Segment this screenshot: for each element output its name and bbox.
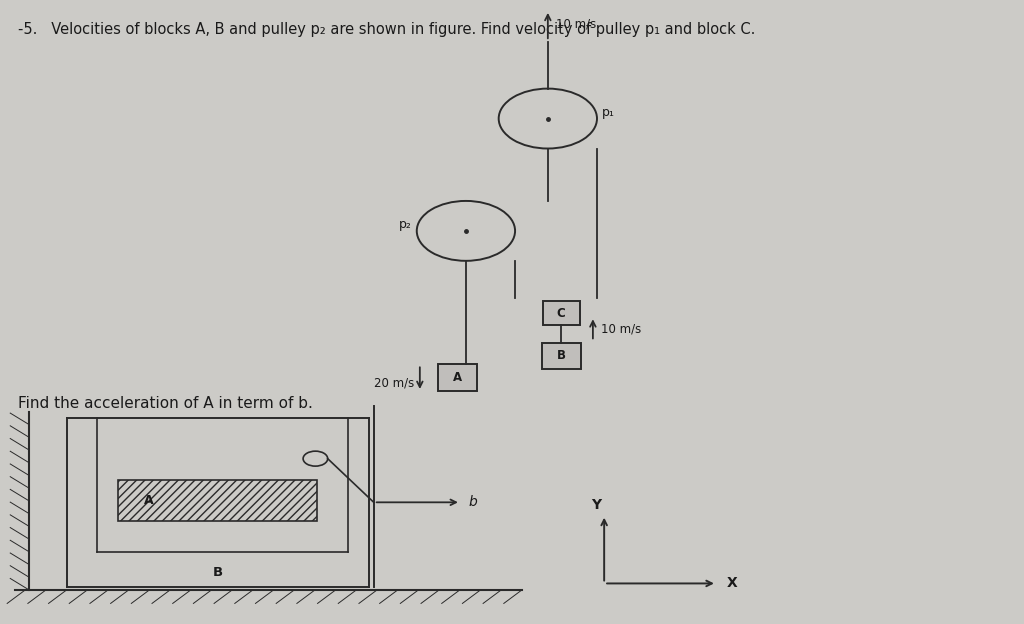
Text: Find the acceleration of A in term of b.: Find the acceleration of A in term of b.: [18, 396, 313, 411]
Text: B: B: [213, 566, 222, 579]
Text: Y: Y: [591, 498, 601, 512]
Text: 10 m/s: 10 m/s: [601, 323, 641, 335]
Text: B: B: [557, 349, 565, 362]
Bar: [543, 301, 580, 325]
Bar: [438, 364, 477, 391]
Text: p₁: p₁: [602, 106, 615, 119]
Text: -5.   Velocities of blocks A, B and pulley p₂ are shown in figure. Find velocity: -5. Velocities of blocks A, B and pulley…: [18, 22, 756, 37]
Text: p₂: p₂: [398, 218, 412, 231]
Text: C: C: [557, 307, 565, 319]
Bar: [542, 343, 581, 369]
Text: b: b: [469, 495, 478, 509]
Text: 10 m/s: 10 m/s: [556, 17, 596, 30]
Text: A: A: [143, 494, 154, 507]
Text: 20 m/s: 20 m/s: [374, 377, 414, 389]
Bar: [118, 480, 317, 521]
Text: A: A: [454, 371, 462, 384]
Text: X: X: [727, 577, 737, 590]
